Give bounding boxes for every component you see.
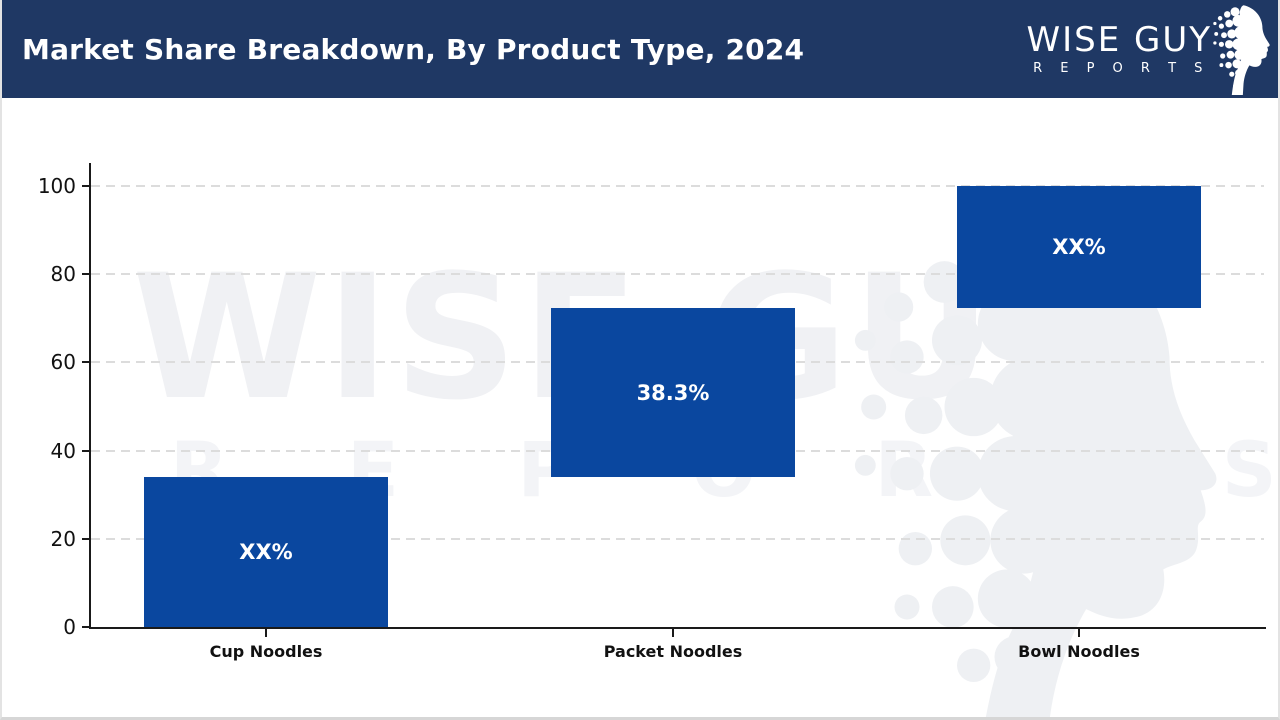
brand-subname: R E P O R T S <box>1033 60 1210 76</box>
y-axis-tick-label: 100 <box>37 174 76 198</box>
y-gridline <box>91 185 1264 187</box>
brand-logo: WISE GUY R E P O R T S <box>1026 4 1276 95</box>
waterfall-bar-segment: XX% <box>144 477 388 627</box>
header-banner: Market Share Breakdown, By Product Type,… <box>2 0 1278 98</box>
y-gridline <box>91 273 1264 276</box>
y-axis-tick-label: 20 <box>50 526 76 551</box>
y-axis-line <box>89 163 91 629</box>
y-axis-tick-label: 40 <box>50 438 76 463</box>
y-axis-tick <box>82 449 90 452</box>
brand-name: WISE GUY <box>1026 19 1212 60</box>
bar-value-label: XX% <box>239 540 293 565</box>
x-axis-category-label: Packet Noodles <box>603 642 743 661</box>
x-axis-tick <box>672 629 674 637</box>
bar-value-label: 38.3% <box>636 380 710 405</box>
y-axis-tick-label: 60 <box>50 350 76 375</box>
chart-title: Market Share Breakdown, By Product Type,… <box>22 32 805 66</box>
x-axis-category-label: Bowl Noodles <box>1018 642 1140 661</box>
y-axis-tick-label: 80 <box>50 262 76 287</box>
waterfall-bar-segment: 38.3% <box>551 308 795 478</box>
waterfall-bar-segment: XX% <box>957 186 1201 309</box>
y-axis-tick <box>82 185 90 187</box>
y-gridline <box>91 537 1264 540</box>
y-axis-tick <box>82 361 90 364</box>
x-axis-tick <box>1078 629 1080 637</box>
y-axis-tick <box>82 537 90 540</box>
watermark-dotted-head-icon <box>854 223 1217 717</box>
brand-wordmark: WISE GUY R E P O R T S <box>1026 23 1212 76</box>
bar-value-label: XX% <box>1052 235 1106 260</box>
x-axis-category-label: Cup Noodles <box>209 642 323 661</box>
x-axis-line <box>89 627 1266 629</box>
y-axis-tick-label: 0 <box>63 615 76 639</box>
y-axis-tick <box>82 273 90 276</box>
chart-plot-area: 0 20 40 60 80 100 XX% Cup Noodles 38.3% Packet No… <box>2 98 1278 717</box>
x-axis-tick <box>265 629 267 637</box>
y-axis-tick <box>82 626 90 628</box>
dotted-head-logo-icon <box>1213 4 1270 95</box>
